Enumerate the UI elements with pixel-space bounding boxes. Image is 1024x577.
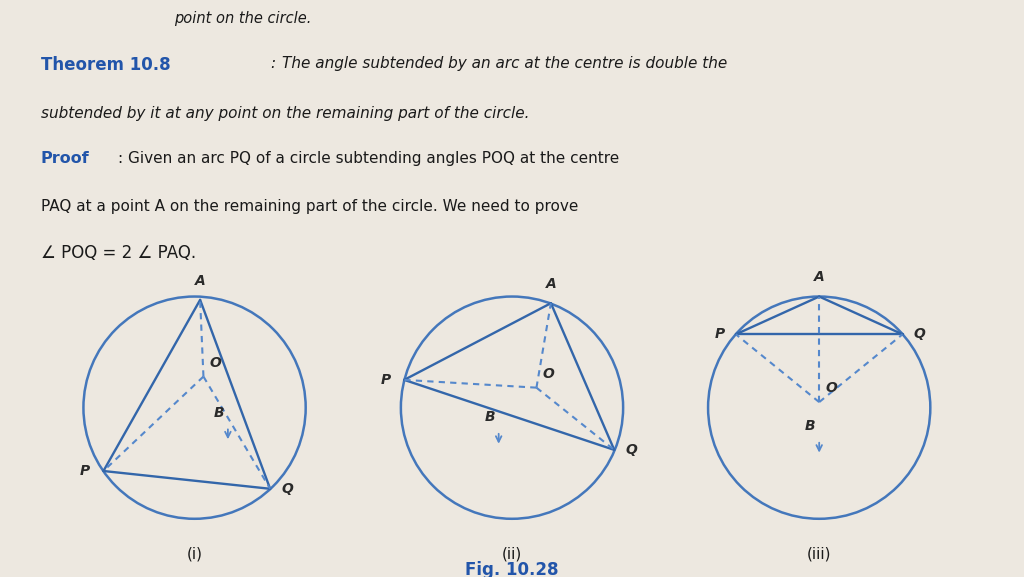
Text: Proof: Proof <box>41 151 90 166</box>
Text: Fig. 10.28: Fig. 10.28 <box>465 561 559 577</box>
Text: Q: Q <box>913 327 926 342</box>
Text: (iii): (iii) <box>807 547 831 562</box>
Text: Theorem 10.8: Theorem 10.8 <box>41 56 171 74</box>
Text: :: : <box>271 56 282 71</box>
Text: P: P <box>381 373 391 387</box>
Text: The angle subtended by an arc at the centre is double the: The angle subtended by an arc at the cen… <box>282 56 727 71</box>
Text: (i): (i) <box>186 547 203 562</box>
Text: A: A <box>546 277 556 291</box>
Text: A: A <box>814 270 824 284</box>
Text: O: O <box>542 367 554 381</box>
Text: Q: Q <box>626 443 637 457</box>
Text: subtended by it at any point on the remaining part of the circle.: subtended by it at any point on the rema… <box>41 106 529 121</box>
Text: ∠ POQ = 2 ∠ PAQ.: ∠ POQ = 2 ∠ PAQ. <box>41 244 196 262</box>
Text: : Given an arc PQ of a circle subtending angles POQ at the centre: : Given an arc PQ of a circle subtending… <box>118 151 620 166</box>
Text: Q: Q <box>282 482 293 496</box>
Text: P: P <box>80 464 90 478</box>
Text: B: B <box>214 406 224 420</box>
Text: point on the circle.: point on the circle. <box>174 10 311 25</box>
Text: (ii): (ii) <box>502 547 522 562</box>
Text: O: O <box>826 381 838 395</box>
Text: PAQ at a point A on the remaining part of the circle. We need to prove: PAQ at a point A on the remaining part o… <box>41 199 579 214</box>
Text: B: B <box>484 410 495 424</box>
Text: B: B <box>805 419 816 433</box>
Text: A: A <box>195 273 206 288</box>
Text: P: P <box>715 327 725 342</box>
Text: O: O <box>209 356 221 370</box>
